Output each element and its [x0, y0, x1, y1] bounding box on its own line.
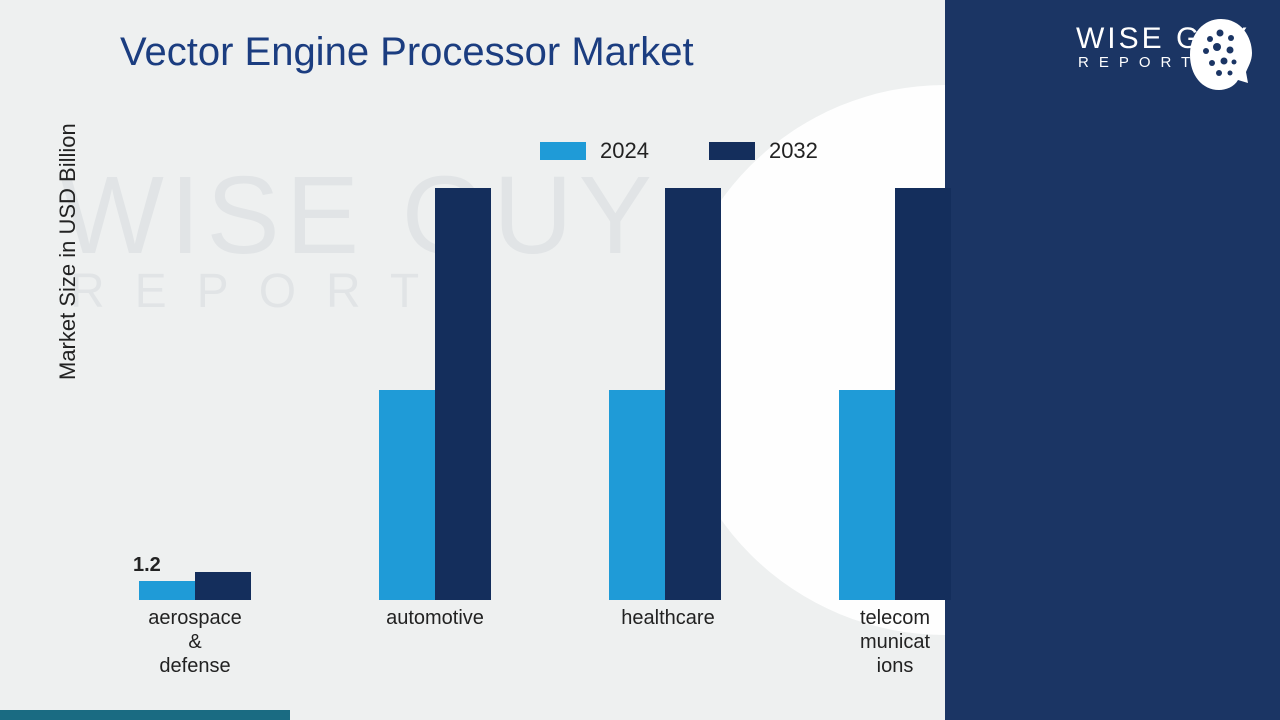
- bottom-accent-bar: [0, 710, 290, 720]
- chart-title: Vector Engine Processor Market: [120, 30, 694, 75]
- bar-2024-healthcare: [609, 390, 665, 600]
- bar-2024-automotive: [379, 390, 435, 600]
- y-axis-label: Market Size in USD Billion: [55, 123, 81, 380]
- legend-item-2024: 2024: [540, 138, 649, 164]
- bar-2032-telecom: [895, 188, 951, 600]
- bar-group-automotive: [355, 188, 515, 600]
- bar-2032-healthcare: [665, 188, 721, 600]
- bar-2032-aerospace: [195, 572, 251, 600]
- chart-plot-area: 1.2: [95, 180, 975, 600]
- chart-stage: WISE GUY REPORTS Vector Engine Processor…: [0, 0, 1280, 720]
- x-label-healthcare: healthcare: [583, 606, 753, 630]
- brand-logo: WISE GUY REPORTS: [1076, 22, 1250, 71]
- legend-label-2032: 2032: [769, 138, 818, 164]
- x-label-automotive: automotive: [350, 606, 520, 630]
- legend-swatch-2024: [540, 142, 586, 160]
- legend-swatch-2032: [709, 142, 755, 160]
- bar-2024-telecom: [839, 390, 895, 600]
- bar-2032-automotive: [435, 188, 491, 600]
- right-panel: [945, 0, 1280, 720]
- bar-group-telecom: [815, 188, 975, 600]
- x-label-telecom: telecommunications: [830, 606, 960, 678]
- legend: 2024 2032: [540, 138, 818, 164]
- x-label-aerospace: aerospace&defense: [125, 606, 265, 678]
- bar-group-healthcare: [585, 188, 745, 600]
- brand-head-icon: [1186, 17, 1256, 92]
- legend-item-2032: 2032: [709, 138, 818, 164]
- legend-label-2024: 2024: [600, 138, 649, 164]
- data-label-aerospace: 1.2: [133, 554, 161, 577]
- bar-2024-aerospace: [139, 581, 195, 600]
